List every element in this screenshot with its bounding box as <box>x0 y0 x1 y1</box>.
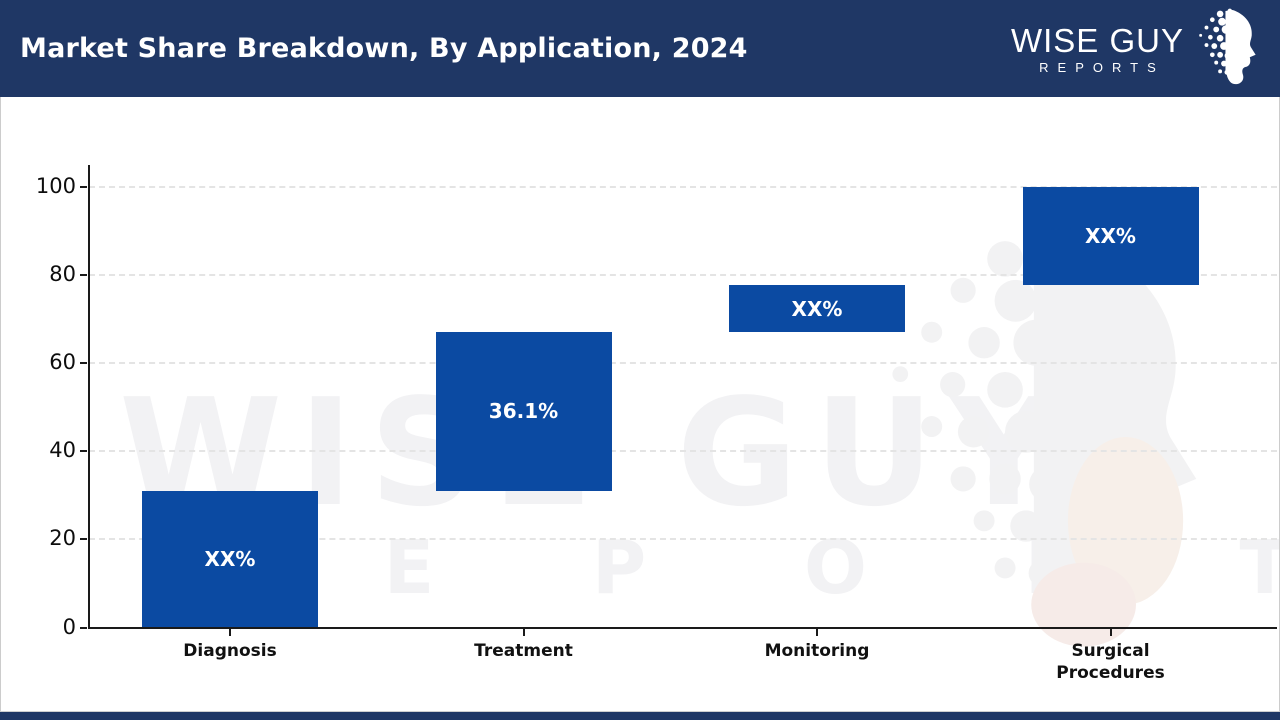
x-axis-category-label: Treatment <box>474 641 573 661</box>
y-axis-tick-mark <box>80 626 87 629</box>
x-axis-category-label: Monitoring <box>764 641 870 661</box>
gridline-y-40 <box>89 450 1277 453</box>
y-axis-tick-label: 20 <box>49 526 76 551</box>
bar-monitoring: XX% <box>729 285 905 332</box>
y-axis-tick-mark <box>80 185 87 188</box>
gridline-y-60 <box>89 362 1277 365</box>
brand-wordmark: WISE GUY REPORTS <box>1011 24 1184 74</box>
bar-value-label: XX% <box>204 547 256 572</box>
gridline-y-20 <box>89 538 1277 541</box>
y-axis-tick-label: 40 <box>49 438 76 463</box>
brand-logo: WISE GUY REPORTS <box>1011 6 1260 92</box>
y-axis-tick-label: 80 <box>49 261 76 286</box>
bar-treatment: 36.1% <box>435 331 612 491</box>
gridline-y-100 <box>89 185 1277 188</box>
x-axis-line <box>87 626 1277 629</box>
x-axis-tick-mark <box>522 628 525 636</box>
x-axis-tick-mark <box>1109 628 1112 636</box>
bar-value-label: 36.1% <box>488 399 559 424</box>
y-axis-tick-label: 0 <box>62 614 76 639</box>
brand-name: WISE GUY <box>1010 21 1184 59</box>
wise-guy-head-icon <box>1188 6 1260 92</box>
brand-subtitle: REPORTS <box>1039 59 1165 75</box>
x-axis-category-label: Diagnosis <box>183 641 277 661</box>
header-bar: Market Share Breakdown, By Application, … <box>0 0 1280 97</box>
y-axis-tick-label: 60 <box>49 350 76 375</box>
footer-bar <box>0 712 1280 720</box>
gridline-y-80 <box>89 273 1277 276</box>
y-axis-tick-mark <box>80 450 87 453</box>
x-axis-tick-mark <box>816 628 818 636</box>
y-axis-tick-mark <box>80 273 87 276</box>
bar-surgical-procedures: XX% <box>1022 186 1199 286</box>
y-axis-line <box>87 164 90 629</box>
y-axis-tick-mark <box>80 362 87 365</box>
bar-value-label: XX% <box>1085 224 1136 249</box>
x-axis-category-label: Surgical Procedures <box>1056 641 1165 683</box>
bar-diagnosis: XX% <box>142 490 318 628</box>
x-axis-tick-mark <box>229 628 231 636</box>
watermark-head-icon <box>746 217 1279 661</box>
page-title: Market Share Breakdown, By Application, … <box>20 33 748 64</box>
bar-value-label: XX% <box>791 296 843 321</box>
y-axis-tick-mark <box>80 538 87 541</box>
y-axis-tick-label: 100 <box>35 173 76 198</box>
